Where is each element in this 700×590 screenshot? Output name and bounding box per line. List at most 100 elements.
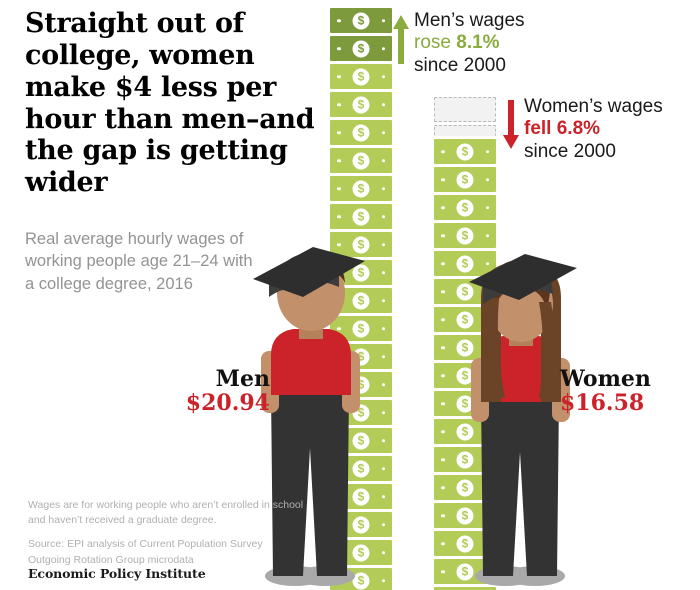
bill-dot (485, 233, 489, 238)
annotation-women-line2: fell 6.8% (524, 118, 663, 140)
dollar-sign-icon: $ (456, 339, 474, 356)
dollar-bill: $ (330, 148, 392, 173)
bill-dot (337, 186, 341, 191)
dollar-sign-icon: $ (456, 395, 474, 412)
dollar-bill: $ (330, 232, 392, 257)
bill-dot (381, 382, 385, 387)
bill-dot (441, 289, 445, 294)
bill-dot (381, 494, 385, 499)
bill-dot (441, 401, 445, 406)
bill-dot (441, 233, 445, 238)
dollar-sign-icon: $ (352, 12, 370, 29)
bill-dot (381, 214, 385, 219)
annotation-women-wages: Women’s wages fell 6.8% since 2000 (502, 96, 663, 163)
dollar-sign-icon: $ (456, 171, 474, 188)
dollar-bill-empty (434, 97, 496, 122)
bill-dot (381, 46, 385, 51)
dollar-sign-icon: $ (352, 460, 370, 477)
bill-dot (485, 149, 489, 154)
man-pants (271, 391, 349, 576)
annotation-women-line1: Women’s wages (524, 96, 663, 117)
dollar-bill: $ (434, 195, 496, 220)
dollar-bill: $ (434, 223, 496, 248)
dollar-bill: $ (330, 8, 392, 33)
annotation-women-line3: since 2000 (524, 140, 616, 162)
annotation-men-line2: rose 8.1% (414, 32, 525, 54)
bill-dot (441, 373, 445, 378)
bill-dot (485, 261, 489, 266)
bill-dot (381, 242, 385, 247)
bill-dot (381, 298, 385, 303)
bill-dot (337, 74, 341, 79)
dollar-sign-icon: $ (456, 451, 474, 468)
bill-dot (381, 18, 385, 23)
bill-dot (381, 102, 385, 107)
dollar-sign-icon: $ (352, 292, 370, 309)
bill-dot (381, 326, 385, 331)
bill-dot (337, 158, 341, 163)
bill-dot (381, 130, 385, 135)
bill-dot (381, 74, 385, 79)
bill-dot (441, 569, 445, 574)
dollar-sign-icon: $ (352, 264, 370, 281)
dollar-bill: $ (434, 167, 496, 192)
annotation-men-line1: Men’s wages (414, 10, 525, 31)
dollar-bill: $ (434, 139, 496, 164)
dollar-bill: $ (330, 176, 392, 201)
dollar-sign-icon: $ (352, 432, 370, 449)
page-subtitle: Real average hourly wages of working peo… (25, 230, 253, 293)
label-men-amount: $20.94 (185, 390, 270, 417)
bill-dot (381, 186, 385, 191)
bill-dot (485, 177, 489, 182)
organization-name: Economic Policy Institute (28, 566, 206, 581)
bill-dot (441, 457, 445, 462)
dollar-bill: $ (330, 36, 392, 61)
label-women-name: Women (560, 366, 651, 392)
dollar-sign-icon: $ (352, 516, 370, 533)
label-women: Women $16.58 (560, 366, 690, 416)
bill-dot (337, 18, 341, 23)
dollar-sign-icon: $ (352, 488, 370, 505)
arrow-up-icon (393, 15, 409, 64)
bill-dot (441, 261, 445, 266)
bill-dot (337, 102, 341, 107)
dollar-sign-icon: $ (352, 96, 370, 113)
dollar-bill: $ (330, 204, 392, 229)
dollar-sign-icon: $ (352, 544, 370, 561)
dollar-sign-icon: $ (456, 367, 474, 384)
illustration-man (253, 247, 365, 586)
bill-dot (441, 317, 445, 322)
dollar-sign-icon: $ (456, 507, 474, 524)
dollar-bill: $ (434, 587, 496, 590)
bill-dot (441, 513, 445, 518)
footer-note: Wages are for working people who aren’t … (28, 499, 304, 527)
bill-dot (381, 466, 385, 471)
bill-dot (441, 177, 445, 182)
footer-notes: Wages are for working people who aren’t … (28, 498, 308, 577)
dollar-sign-icon: $ (352, 236, 370, 253)
woman-cap-board (469, 254, 577, 300)
man-cap-board (253, 247, 365, 297)
bill-dot (441, 541, 445, 546)
footer-source: Source: EPI analysis of Current Populati… (28, 538, 263, 566)
bill-dot (381, 410, 385, 415)
dollar-sign-icon: $ (352, 40, 370, 57)
bill-dot (381, 354, 385, 359)
bill-dot (441, 345, 445, 350)
annotation-women-verb: fell (524, 118, 552, 140)
bill-dot (381, 550, 385, 555)
annotation-men-wages: Men’s wages rose 8.1% since 2000 (392, 10, 525, 77)
bill-dot (337, 46, 341, 51)
dollar-sign-icon: $ (352, 180, 370, 197)
bill-dot (441, 429, 445, 434)
annotation-men-line3: since 2000 (414, 54, 506, 76)
arrow-down-icon (503, 100, 519, 149)
dollar-sign-icon: $ (456, 227, 474, 244)
dollar-bill-empty (434, 125, 496, 136)
dollar-bill: $ (330, 120, 392, 145)
bill-dot (441, 205, 445, 210)
bill-dot (337, 130, 341, 135)
dollar-sign-icon: $ (352, 208, 370, 225)
dollar-sign-icon: $ (456, 199, 474, 216)
